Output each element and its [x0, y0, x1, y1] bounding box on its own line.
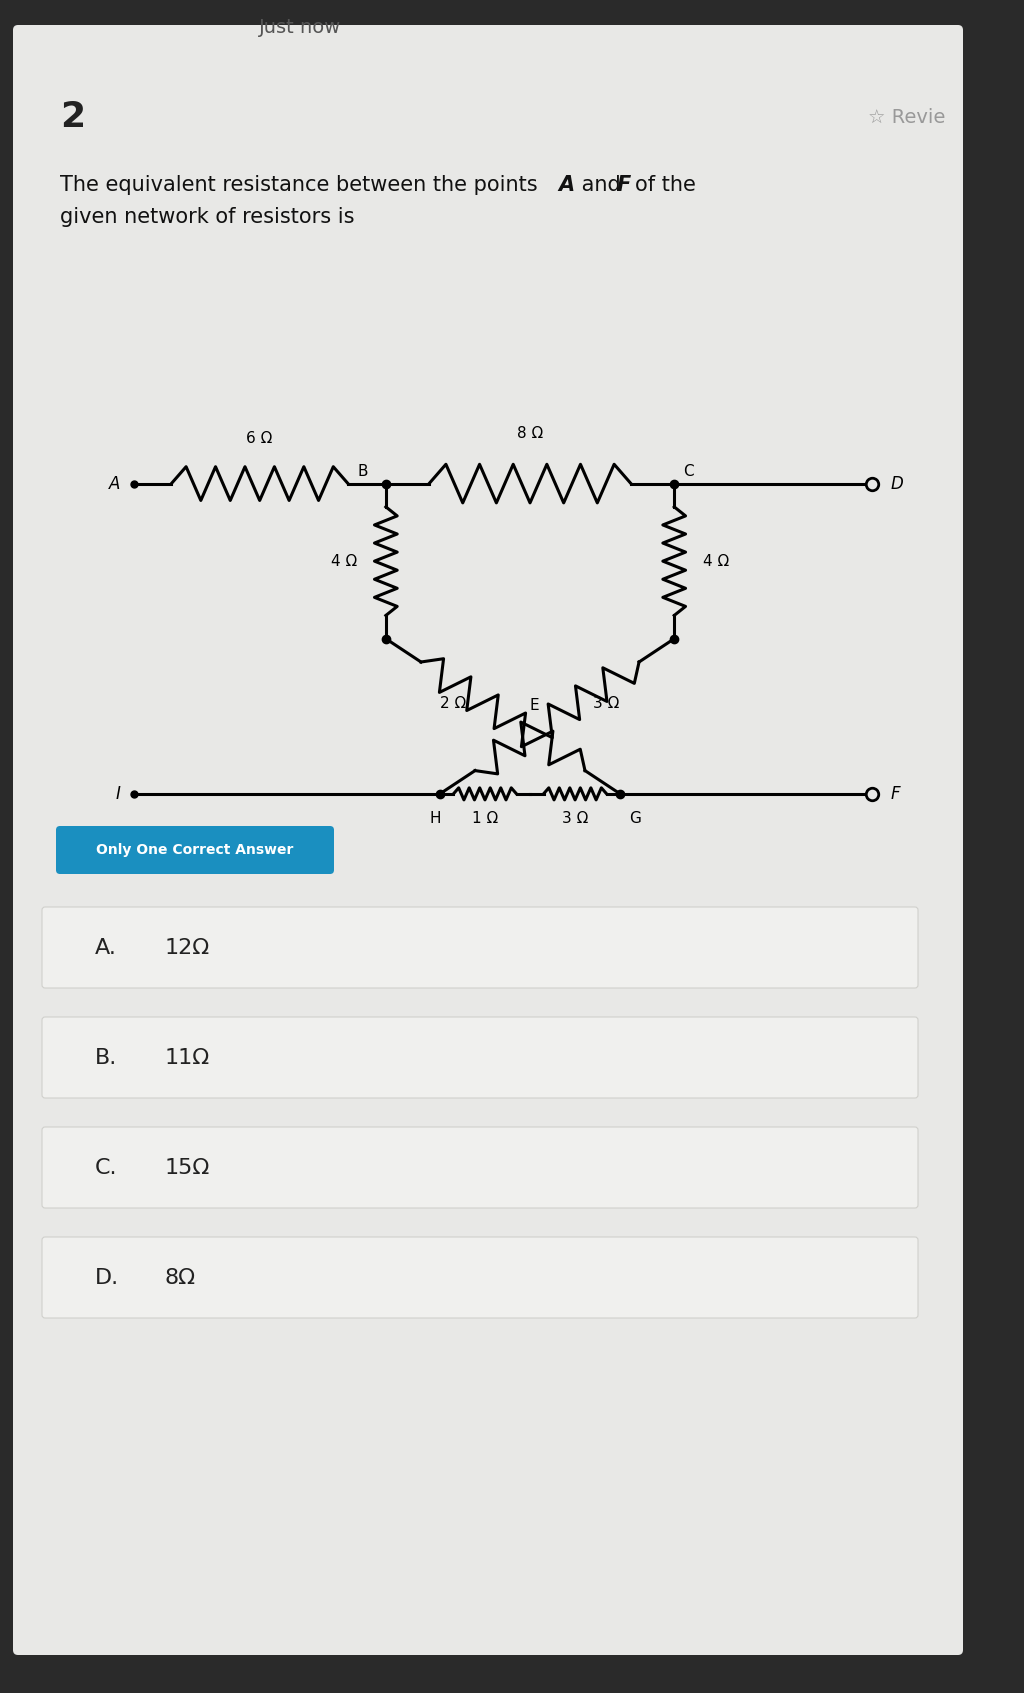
Text: I: I — [115, 786, 120, 802]
Text: 11Ω: 11Ω — [165, 1048, 210, 1068]
Text: E: E — [529, 698, 540, 713]
Text: F: F — [617, 174, 631, 195]
Text: D: D — [891, 474, 903, 493]
Text: 3 Ω: 3 Ω — [562, 811, 588, 826]
Text: and: and — [575, 174, 628, 195]
Text: 4 Ω: 4 Ω — [702, 554, 729, 569]
Text: B: B — [357, 464, 368, 479]
Text: The equivalent resistance between the points: The equivalent resistance between the po… — [60, 174, 544, 195]
FancyBboxPatch shape — [42, 1128, 918, 1209]
Text: 12Ω: 12Ω — [165, 938, 210, 958]
Text: ☆ Revie: ☆ Revie — [867, 108, 945, 127]
Text: 15Ω: 15Ω — [165, 1158, 210, 1178]
FancyBboxPatch shape — [42, 1238, 918, 1317]
Text: A: A — [109, 474, 120, 493]
Text: A: A — [558, 174, 574, 195]
Text: G: G — [629, 811, 641, 826]
FancyBboxPatch shape — [42, 1017, 918, 1099]
Text: given network of resistors is: given network of resistors is — [60, 207, 354, 227]
Text: C.: C. — [95, 1158, 118, 1178]
Text: D.: D. — [95, 1268, 119, 1287]
FancyBboxPatch shape — [13, 25, 963, 1656]
Text: 8Ω: 8Ω — [165, 1268, 197, 1287]
Text: 2 Ω: 2 Ω — [440, 696, 467, 711]
Text: 2: 2 — [60, 100, 85, 134]
Text: B.: B. — [95, 1048, 118, 1068]
FancyBboxPatch shape — [56, 826, 334, 874]
Text: Just now: Just now — [259, 19, 341, 37]
Text: Only One Correct Answer: Only One Correct Answer — [96, 843, 294, 857]
Text: 1 Ω: 1 Ω — [472, 811, 498, 826]
Text: of the: of the — [635, 174, 696, 195]
Text: H: H — [430, 811, 441, 826]
FancyBboxPatch shape — [42, 907, 918, 989]
Text: A.: A. — [95, 938, 117, 958]
Text: F: F — [891, 786, 900, 802]
Text: 8 Ω: 8 Ω — [517, 427, 543, 442]
Text: 6 Ω: 6 Ω — [247, 432, 272, 447]
Text: 3 Ω: 3 Ω — [594, 696, 620, 711]
Text: C: C — [683, 464, 694, 479]
Text: 4 Ω: 4 Ω — [331, 554, 357, 569]
